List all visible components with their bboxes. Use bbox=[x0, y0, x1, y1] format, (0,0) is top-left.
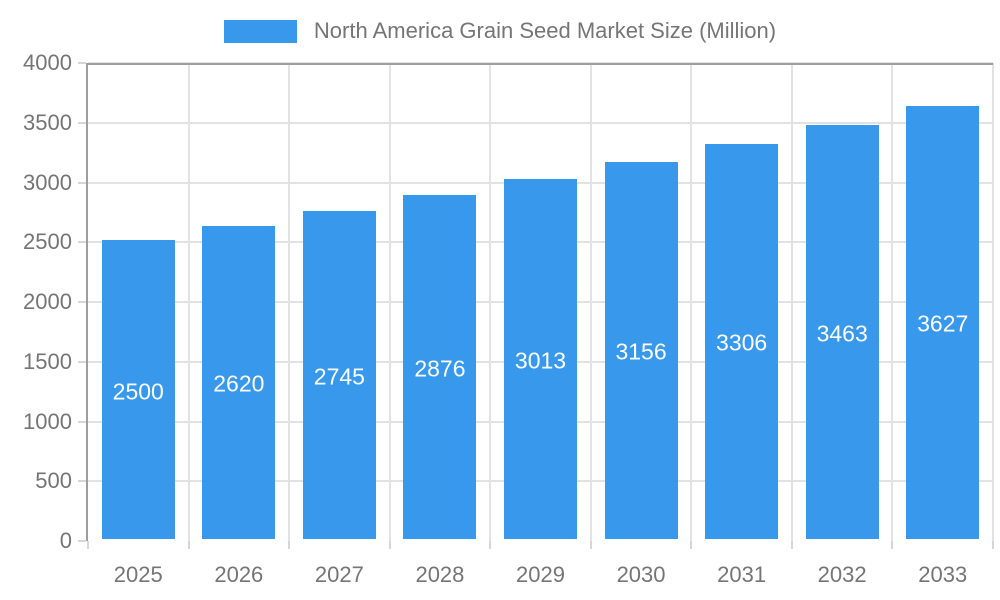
x-tick-label: 2029 bbox=[516, 562, 565, 587]
bar[interactable] bbox=[805, 125, 879, 539]
v-gridline bbox=[187, 63, 190, 541]
x-axis-tick bbox=[589, 541, 592, 549]
legend-swatch[interactable] bbox=[223, 19, 297, 43]
bar[interactable] bbox=[101, 240, 175, 539]
y-axis-tick bbox=[78, 62, 86, 64]
y-tick-label: 2500 bbox=[23, 229, 72, 255]
v-gridline bbox=[891, 63, 894, 541]
bar[interactable] bbox=[202, 225, 276, 539]
y-axis-tick bbox=[78, 241, 86, 244]
x-tick-label: 2027 bbox=[314, 562, 364, 587]
y-axis-tick bbox=[78, 540, 86, 542]
x-tick-label: 2028 bbox=[415, 562, 465, 587]
x-axis-tick bbox=[87, 541, 89, 549]
y-axis-tick bbox=[78, 480, 86, 483]
y-axis-tick bbox=[78, 301, 86, 303]
bar[interactable] bbox=[302, 210, 376, 539]
x-tick-label: 2031 bbox=[717, 562, 767, 587]
y-tick-label: 1000 bbox=[23, 408, 72, 434]
y-axis-tick bbox=[78, 360, 86, 363]
legend[interactable]: North America Grain Seed Market Size (Mi… bbox=[0, 18, 1000, 44]
bar[interactable] bbox=[705, 143, 779, 539]
bar[interactable] bbox=[604, 161, 678, 539]
x-axis-tick bbox=[489, 541, 492, 549]
plot-area: 2500 2620 2745 2876 3013 3156 3306 3463 3627 0 50… bbox=[23, 50, 994, 587]
v-gridline bbox=[992, 63, 994, 541]
x-axis-tick bbox=[992, 541, 994, 549]
y-axis-tick bbox=[78, 121, 86, 124]
bar-value-label: 3463 bbox=[816, 320, 868, 347]
y-tick-label: 500 bbox=[35, 468, 72, 494]
x-tick-label: 2030 bbox=[616, 562, 666, 587]
x-tick-label: 2033 bbox=[918, 562, 968, 587]
y-tick-label: 1500 bbox=[23, 348, 72, 374]
x-tick-label: 2032 bbox=[817, 562, 867, 587]
h-gridline bbox=[88, 121, 993, 124]
bar-value-label: 2620 bbox=[213, 370, 265, 397]
v-gridline bbox=[489, 63, 492, 541]
x-axis-tick bbox=[288, 541, 291, 549]
v-gridline bbox=[589, 63, 592, 541]
y-tick-label: 2000 bbox=[23, 289, 72, 314]
x-tick-label: 2026 bbox=[214, 562, 264, 587]
bar-value-label: 2876 bbox=[414, 355, 466, 382]
x-axis-tick bbox=[388, 541, 391, 549]
bar[interactable] bbox=[906, 105, 980, 539]
v-gridline bbox=[790, 63, 793, 541]
v-gridline bbox=[690, 63, 693, 541]
bar-value-label: 2745 bbox=[313, 363, 365, 390]
bar-value-label: 3156 bbox=[615, 338, 667, 365]
y-tick-label: 3500 bbox=[23, 109, 72, 135]
x-axis-tick bbox=[187, 541, 190, 549]
y-axis-line bbox=[86, 63, 88, 541]
y-axis-tick bbox=[78, 181, 86, 184]
bar-value-label: 3627 bbox=[917, 310, 969, 337]
bar-value-label: 2500 bbox=[112, 378, 164, 405]
x-axis-tick bbox=[790, 541, 793, 549]
y-tick-label: 4000 bbox=[23, 50, 72, 75]
x-axis-tick bbox=[690, 541, 693, 549]
v-gridline bbox=[288, 63, 291, 541]
x-tick-label: 2025 bbox=[113, 562, 163, 587]
x-axis-line bbox=[86, 63, 993, 65]
v-gridline bbox=[388, 63, 391, 541]
y-tick-label: 3000 bbox=[23, 169, 72, 195]
y-tick-label: 0 bbox=[59, 528, 72, 553]
bar-value-label: 3306 bbox=[716, 329, 768, 356]
x-axis-tick bbox=[891, 541, 894, 549]
y-axis-tick bbox=[78, 420, 86, 423]
bar[interactable] bbox=[403, 195, 477, 539]
bar-value-label: 3013 bbox=[514, 347, 567, 374]
legend-label: North America Grain Seed Market Size (Mi… bbox=[313, 18, 777, 43]
bar[interactable] bbox=[504, 178, 577, 539]
